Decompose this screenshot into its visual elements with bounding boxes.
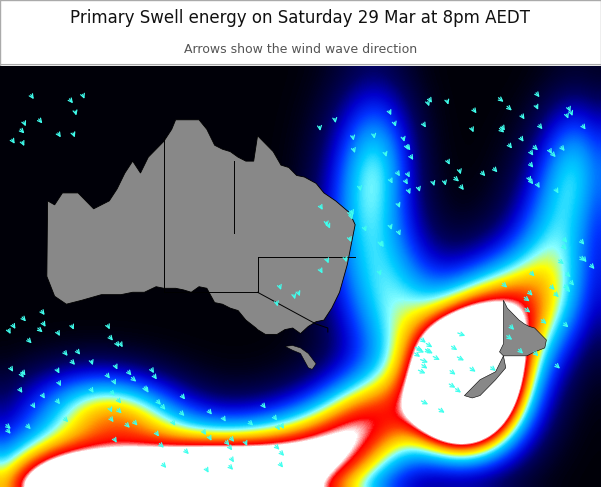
Text: Arrows show the wind wave direction: Arrows show the wind wave direction	[184, 43, 417, 56]
Polygon shape	[499, 300, 546, 356]
Polygon shape	[285, 345, 316, 369]
Polygon shape	[47, 120, 355, 335]
Polygon shape	[465, 356, 506, 398]
Text: Primary Swell energy on Saturday 29 Mar at 8pm AEDT: Primary Swell energy on Saturday 29 Mar …	[70, 9, 531, 27]
